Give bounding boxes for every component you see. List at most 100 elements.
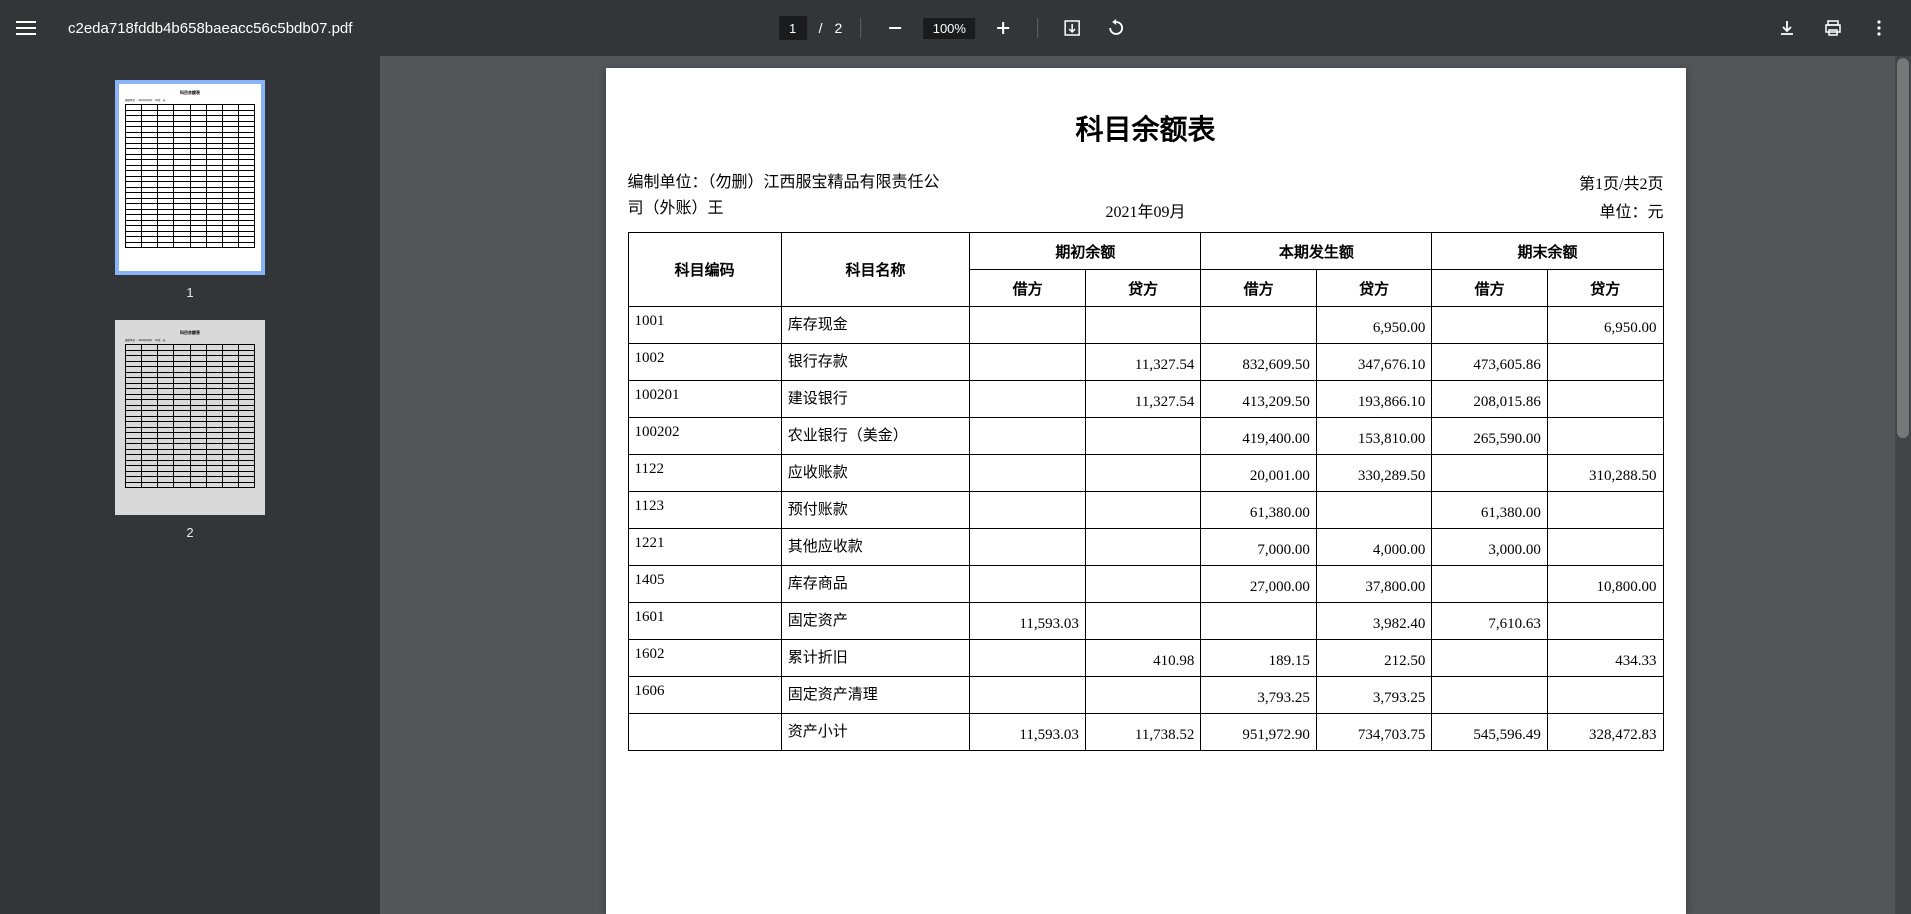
document-title: 科目余额表	[628, 108, 1664, 148]
header-name: 科目名称	[781, 233, 970, 307]
pdf-viewer[interactable]: 科目余额表 编制单位：（勿删）江西服宝精品有限责任公司（外账）王 2021年09…	[380, 56, 1911, 914]
pdf-toolbar: c2eda718fddb4b658baeacc56c5bdb07.pdf / 2…	[0, 0, 1911, 56]
cell-name: 库存现金	[781, 307, 970, 344]
thumbnail-page-2[interactable]: 科目余额表 编制单位 ... 2021年09月 ... 单位：元	[115, 320, 265, 515]
cell-code: 1602	[628, 640, 781, 677]
cell-name: 银行存款	[781, 344, 970, 381]
toolbar-right	[1771, 12, 1895, 44]
header-debit: 借方	[1201, 270, 1317, 307]
cell-opening-debit	[970, 640, 1086, 677]
cell-period-credit: 153,810.00	[1316, 418, 1432, 455]
cell-name: 预付账款	[781, 492, 970, 529]
cell-period-credit: 734,703.75	[1316, 714, 1432, 751]
header-debit: 借方	[1432, 270, 1548, 307]
cell-closing-credit	[1547, 529, 1663, 566]
cell-period-credit: 37,800.00	[1316, 566, 1432, 603]
toolbar-divider	[860, 18, 861, 38]
menu-icon[interactable]	[16, 16, 40, 40]
cell-code: 1123	[628, 492, 781, 529]
cell-closing-credit: 328,472.83	[1547, 714, 1663, 751]
rotate-button[interactable]	[1100, 12, 1132, 44]
cell-name: 累计折旧	[781, 640, 970, 677]
cell-opening-credit	[1085, 603, 1201, 640]
thumbnail-label: 1	[186, 285, 193, 300]
cell-period-debit: 3,793.25	[1201, 677, 1317, 714]
cell-opening-credit	[1085, 677, 1201, 714]
cell-opening-debit	[970, 566, 1086, 603]
scrollbar-thumb[interactable]	[1897, 58, 1909, 438]
thumbnail-label: 2	[186, 525, 193, 540]
cell-closing-credit: 310,288.50	[1547, 455, 1663, 492]
cell-period-debit: 832,609.50	[1201, 344, 1317, 381]
cell-period-debit: 189.15	[1201, 640, 1317, 677]
table-row: 1221其他应收款7,000.004,000.003,000.00	[628, 529, 1663, 566]
header-debit: 借方	[970, 270, 1086, 307]
zoom-in-button[interactable]	[987, 12, 1019, 44]
cell-code: 1221	[628, 529, 781, 566]
header-credit: 贷方	[1547, 270, 1663, 307]
table-row: 资产小计11,593.0311,738.52951,972.90734,703.…	[628, 714, 1663, 751]
cell-closing-debit	[1432, 455, 1548, 492]
cell-opening-debit	[970, 418, 1086, 455]
zoom-out-button[interactable]	[879, 12, 911, 44]
more-options-button[interactable]	[1863, 12, 1895, 44]
cell-period-debit: 61,380.00	[1201, 492, 1317, 529]
cell-code: 1002	[628, 344, 781, 381]
cell-name: 其他应收款	[781, 529, 970, 566]
cell-period-credit: 347,676.10	[1316, 344, 1432, 381]
cell-period-debit: 27,000.00	[1201, 566, 1317, 603]
thumbnail-wrap: 科目余额表 编制单位 ... 2021年09月 ... 单位：元	[115, 80, 265, 300]
cell-closing-credit	[1547, 492, 1663, 529]
table-row: 1602累计折旧410.98189.15212.50434.33	[628, 640, 1663, 677]
table-row: 1123预付账款61,380.0061,380.00	[628, 492, 1663, 529]
cell-opening-credit	[1085, 566, 1201, 603]
table-row: 100202农业银行（美金）419,400.00153,810.00265,59…	[628, 418, 1663, 455]
zoom-level[interactable]: 100%	[923, 18, 975, 39]
header-opening: 期初余额	[970, 233, 1201, 270]
vertical-scrollbar[interactable]	[1895, 56, 1911, 914]
balance-table: 科目编码 科目名称 期初余额 本期发生额 期末余额 借方 贷方 借方 贷方 借方…	[628, 232, 1664, 751]
thumbnail-sidebar: 科目余额表 编制单位 ... 2021年09月 ... 单位：元	[0, 56, 380, 914]
thumbnail-page-1[interactable]: 科目余额表 编制单位 ... 2021年09月 ... 单位：元	[115, 80, 265, 275]
cell-period-debit	[1201, 307, 1317, 344]
cell-closing-debit	[1432, 640, 1548, 677]
document-meta: 编制单位：（勿删）江西服宝精品有限责任公司（外账）王 2021年09月 第1页/…	[628, 170, 1664, 226]
cell-period-credit: 193,866.10	[1316, 381, 1432, 418]
fit-page-button[interactable]	[1056, 12, 1088, 44]
org-label: 编制单位：	[628, 174, 708, 191]
unit-label: 单位：元	[1599, 198, 1663, 222]
cell-period-debit: 413,209.50	[1201, 381, 1317, 418]
cell-name: 建设银行	[781, 381, 970, 418]
cell-closing-credit: 434.33	[1547, 640, 1663, 677]
cell-name: 库存商品	[781, 566, 970, 603]
cell-opening-debit	[970, 307, 1086, 344]
cell-code	[628, 714, 781, 751]
cell-name: 资产小计	[781, 714, 970, 751]
thumbnail-wrap: 科目余额表 编制单位 ... 2021年09月 ... 单位：元	[115, 320, 265, 540]
cell-code: 1601	[628, 603, 781, 640]
cell-period-credit: 6,950.00	[1316, 307, 1432, 344]
cell-opening-debit	[970, 344, 1086, 381]
cell-period-debit: 7,000.00	[1201, 529, 1317, 566]
cell-name: 应收账款	[781, 455, 970, 492]
page-total: 2	[835, 20, 843, 36]
cell-closing-debit: 265,590.00	[1432, 418, 1548, 455]
table-row: 1122应收账款20,001.00330,289.50310,288.50	[628, 455, 1663, 492]
print-button[interactable]	[1817, 12, 1849, 44]
cell-period-credit: 3,982.40	[1316, 603, 1432, 640]
file-title: c2eda718fddb4b658baeacc56c5bdb07.pdf	[68, 20, 352, 37]
cell-period-credit: 330,289.50	[1316, 455, 1432, 492]
page-number-input[interactable]	[779, 16, 807, 40]
cell-opening-credit	[1085, 529, 1201, 566]
cell-opening-credit: 11,738.52	[1085, 714, 1201, 751]
download-button[interactable]	[1771, 12, 1803, 44]
table-row: 1606固定资产清理3,793.253,793.25	[628, 677, 1663, 714]
cell-closing-credit	[1547, 381, 1663, 418]
cell-closing-debit: 473,605.86	[1432, 344, 1548, 381]
page-info: 第1页/共2页	[1579, 170, 1663, 194]
cell-closing-debit: 208,015.86	[1432, 381, 1548, 418]
cell-name: 固定资产	[781, 603, 970, 640]
cell-period-credit: 212.50	[1316, 640, 1432, 677]
cell-opening-debit	[970, 455, 1086, 492]
cell-closing-debit: 3,000.00	[1432, 529, 1548, 566]
